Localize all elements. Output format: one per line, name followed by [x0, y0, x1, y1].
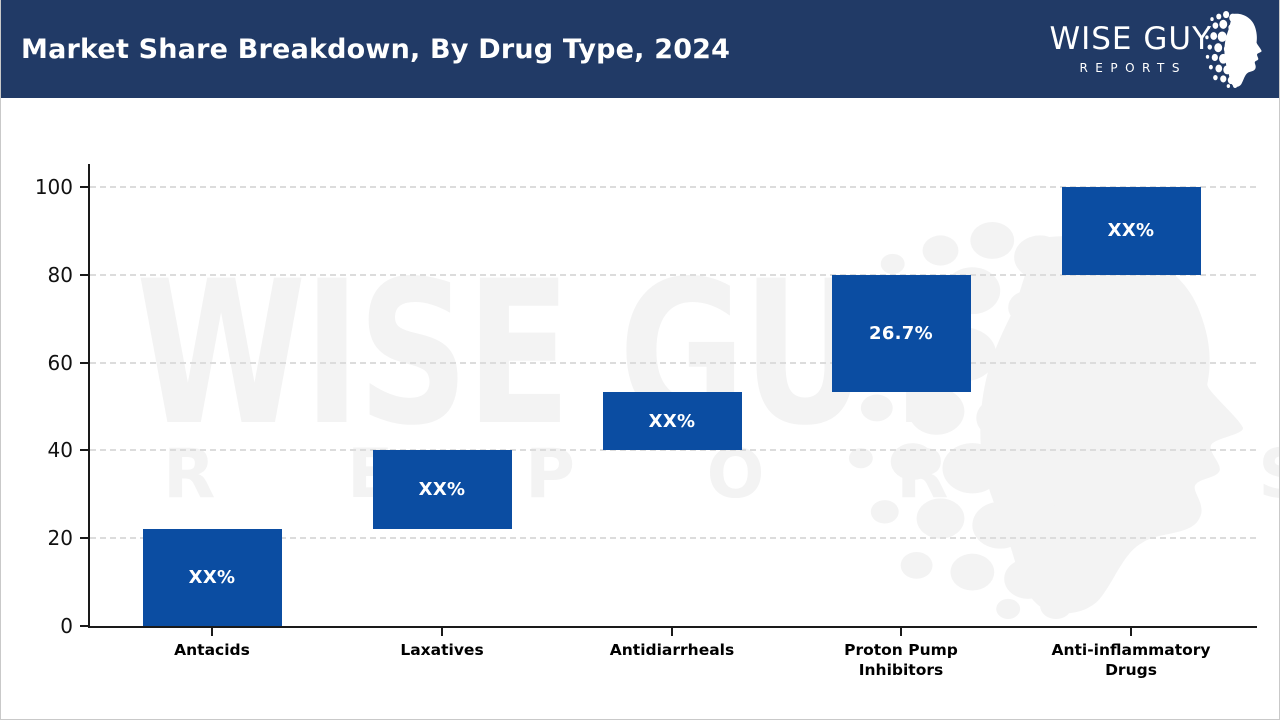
x-axis-label: Proton Pump Inhibitors — [844, 641, 958, 680]
bar-antidiarrheals: XX% — [602, 392, 742, 451]
x-axis-line — [88, 626, 1257, 628]
x-tick — [211, 628, 213, 636]
logo-subtitle: REPORTS — [1079, 61, 1187, 75]
y-tick-label: 80 — [47, 262, 73, 287]
gridline-60 — [90, 361, 1257, 364]
page-title: Market Share Breakdown, By Drug Type, 20… — [21, 33, 731, 65]
y-tick-label: 0 — [60, 614, 73, 638]
x-axis-label: Antidiarrheals — [609, 641, 735, 659]
bar-value-label: XX% — [188, 566, 236, 588]
logo-wordmark: WISE GUY — [1049, 21, 1212, 57]
y-tick-label: 100 — [34, 175, 73, 199]
gridline-40 — [90, 449, 1257, 452]
header: Market Share Breakdown, By Drug Type, 20… — [1, 0, 1279, 98]
bar-antacids: XX% — [142, 528, 282, 626]
x-tick — [671, 628, 673, 636]
logo-text: WISE GUY REPORTS — [1049, 21, 1212, 75]
x-tick — [1130, 628, 1132, 636]
bar-value-label: XX% — [418, 478, 466, 500]
x-axis-label: Antacids — [174, 641, 250, 659]
x-tick — [441, 628, 443, 636]
gridline-80 — [90, 273, 1257, 276]
y-tick-label: 60 — [47, 350, 73, 375]
x-tick — [900, 628, 902, 636]
y-tick — [80, 537, 89, 540]
y-axis-line — [88, 164, 90, 628]
gridline-20 — [90, 537, 1257, 540]
bar-laxatives: XX% — [372, 450, 512, 529]
y-tick — [80, 273, 89, 276]
bar-value-label: 26.7% — [869, 322, 933, 344]
y-tick — [80, 186, 89, 188]
bar-proton-pump-inhibitors: 26.7% — [831, 274, 971, 392]
y-tick-label: 20 — [47, 526, 73, 551]
x-axis-label: Anti-inflammatory Drugs — [1051, 641, 1211, 680]
y-tick-label: 40 — [47, 438, 73, 463]
bar-value-label: XX% — [1107, 220, 1155, 242]
y-tick — [80, 449, 89, 452]
gridline-100 — [90, 186, 1257, 188]
bar-value-label: XX% — [648, 410, 696, 432]
y-tick — [80, 625, 89, 627]
bar-anti-inflammatory-drugs: XX% — [1061, 187, 1201, 275]
wiseguy-logo: WISE GUY REPORTS — [1049, 10, 1265, 88]
x-axis-label: Laxatives — [400, 641, 484, 659]
y-tick — [80, 361, 89, 364]
